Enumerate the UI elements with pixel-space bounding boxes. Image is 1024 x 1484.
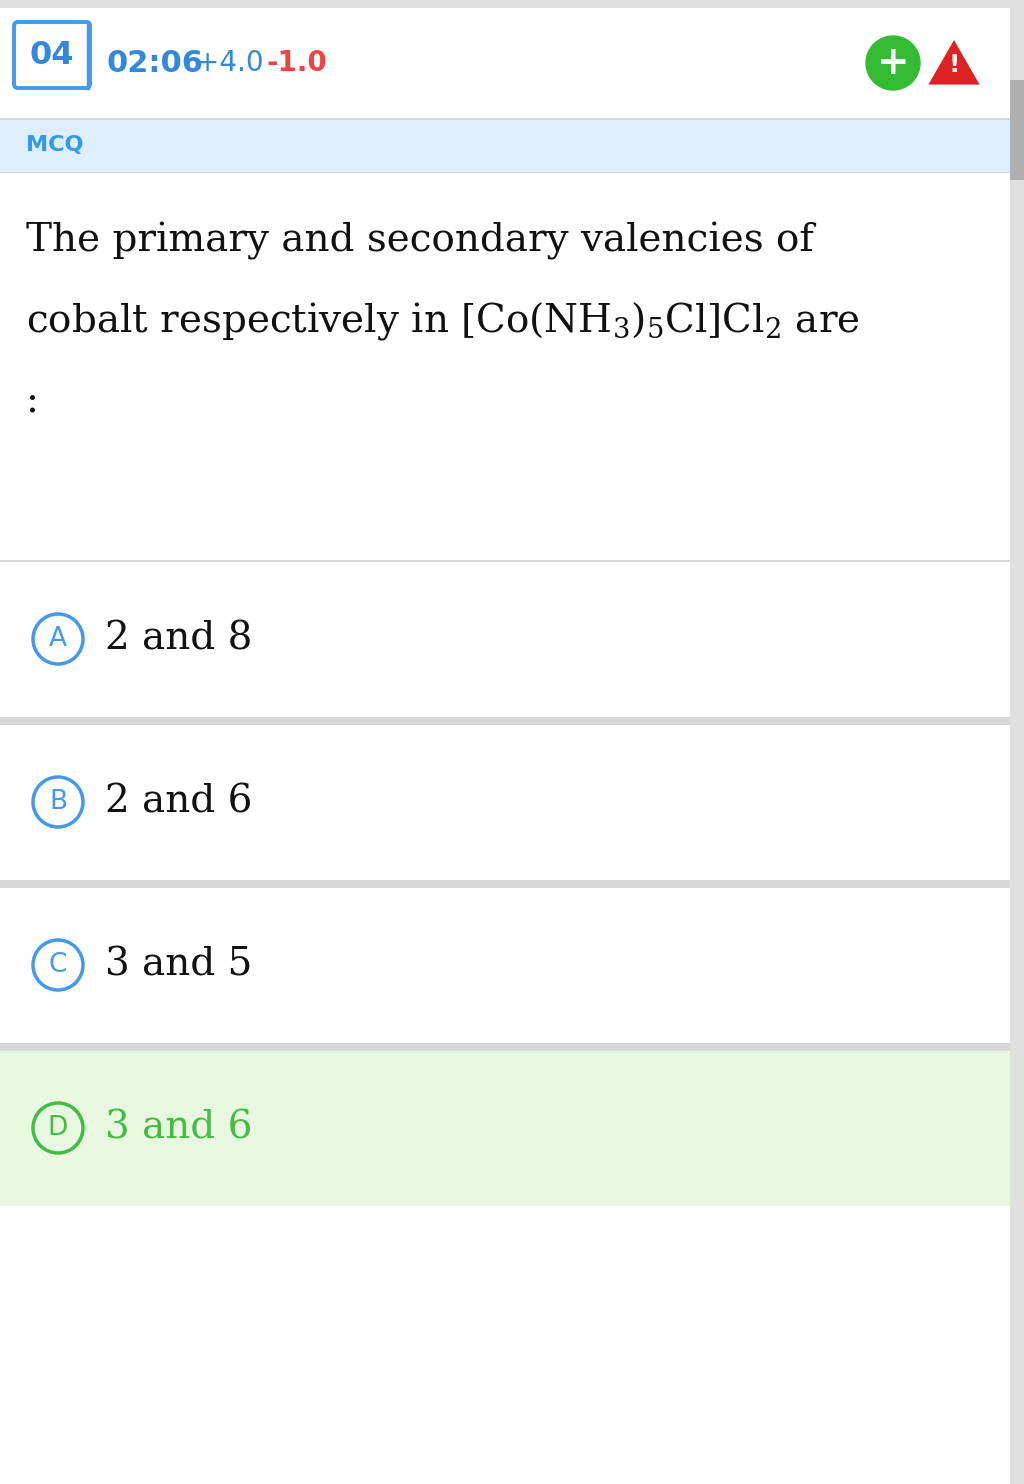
Text: +: + (877, 45, 909, 82)
Text: :: : (26, 383, 39, 420)
Text: 04: 04 (30, 40, 75, 71)
FancyBboxPatch shape (14, 22, 90, 88)
Polygon shape (926, 37, 982, 86)
Text: +4.0: +4.0 (196, 49, 263, 77)
Text: C: C (49, 953, 68, 978)
Text: !: ! (948, 53, 959, 77)
Text: 3 and 6: 3 and 6 (105, 1110, 252, 1147)
Text: MCQ: MCQ (26, 135, 84, 156)
Text: 02:06: 02:06 (106, 49, 203, 77)
Text: B: B (49, 789, 67, 815)
Text: 3 and 5: 3 and 5 (105, 947, 252, 984)
Text: cobalt respectively in $\mathregular{[Co(NH_3)_5Cl]Cl_2}$ are: cobalt respectively in $\mathregular{[Co… (26, 300, 859, 341)
Text: D: D (48, 1114, 69, 1141)
Text: The primary and secondary valencies of: The primary and secondary valencies of (26, 223, 814, 260)
Text: 2 and 8: 2 and 8 (105, 620, 252, 657)
Text: -1.0: -1.0 (266, 49, 327, 77)
Text: 2 and 6: 2 and 6 (105, 784, 252, 821)
Text: A: A (49, 626, 67, 651)
Circle shape (866, 36, 920, 91)
